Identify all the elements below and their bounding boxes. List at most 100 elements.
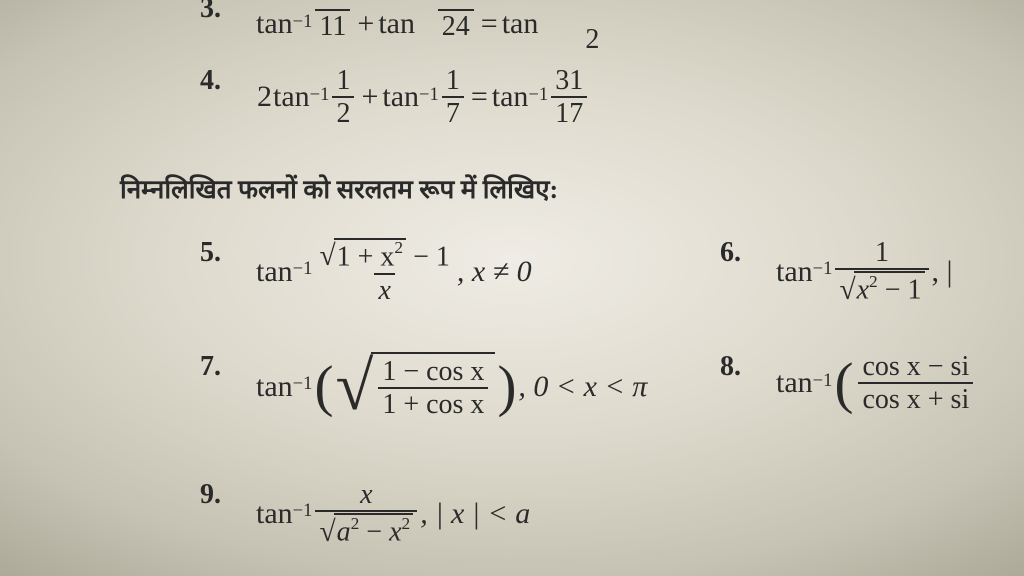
sqrt-outer: √ x2 − 1 <box>839 271 924 305</box>
sup-inv: −1 <box>293 13 313 32</box>
fn-tan: tan <box>256 257 293 287</box>
q3-expression: tan−1 11 + tan−1 24 = tan 0 2 <box>256 0 606 55</box>
q7-number: 7. <box>200 352 256 383</box>
frac-1-2: 1 2 <box>332 66 354 129</box>
frac-cos: 1 − cos x 1 + cos x <box>378 357 488 420</box>
frac-num: cos x − si <box>858 352 973 382</box>
frac-x-sqrt: x √ a2 − x2 <box>315 480 417 547</box>
q9-expression: tan−1 x √ a2 − x2 , | x | < a <box>256 480 530 547</box>
eq-op: = <box>477 9 502 39</box>
sqrt-outer: √ 1 + x2 <box>319 238 406 272</box>
frac-num: √ 1 + x2 − 1 <box>315 238 453 273</box>
frac-num: 1 <box>332 66 354 96</box>
q5-expression: tan−1 √ 1 + x2 − 1 x , x ≠ 0 <box>256 238 532 305</box>
sup-inv: −1 <box>293 502 313 521</box>
q9-condition: , | x | < a <box>420 499 530 529</box>
fn-tan: tan <box>382 82 419 112</box>
sqrt-outer: √ a2 − x2 <box>319 513 413 547</box>
question-4: 4. 2 tan−1 1 2 + tan−1 1 7 = tan−1 31 17 <box>200 66 590 129</box>
plus-op: + <box>357 82 382 112</box>
eq-op: = <box>467 82 492 112</box>
q5-condition: , x ≠ 0 <box>457 257 532 287</box>
question-6: 6. tan−1 1 √ x2 − 1 , | <box>720 238 953 305</box>
sup-inv: −1 <box>293 260 313 279</box>
frac-den: 2 <box>581 24 603 54</box>
lparen-icon: ( <box>312 364 335 410</box>
frac-num: 1 − cos x <box>378 357 488 387</box>
question-7: 7. tan−1 ( √ 1 − cos x 1 + cos x ) , 0 <… <box>200 352 647 421</box>
frac-den: 11 <box>315 9 350 41</box>
sqrt-body: 1 + x2 <box>334 238 406 272</box>
instruction-line: निम्नलिखित फलनों को सरलतम रूप में लिखिए: <box>120 170 558 206</box>
frac-den: cos x + si <box>858 382 973 414</box>
radical-icon: √ <box>335 352 373 421</box>
frac-24: 24 <box>438 8 474 41</box>
plus-op: + <box>353 9 378 39</box>
sup-2: 2 <box>869 272 878 291</box>
frac-1-7: 1 7 <box>442 66 464 129</box>
frac-den: x <box>374 273 394 305</box>
tail: − 1 <box>878 275 922 306</box>
page-scan: 3. tan−1 11 + tan−1 24 = tan 0 2 4. <box>0 0 1024 576</box>
q5-number: 5. <box>200 238 256 269</box>
frac-sqrt-x: √ 1 + x2 − 1 x <box>315 238 453 305</box>
frac-den: 17 <box>551 96 587 128</box>
question-8: 8. tan−1 ( cos x − si cos x + si <box>720 352 976 415</box>
question-5: 5. tan−1 √ 1 + x2 − 1 x , x ≠ 0 <box>200 238 532 305</box>
fn-tan: tan <box>776 257 813 287</box>
sup-inv: −1 <box>419 86 439 105</box>
question-3: 3. tan−1 11 + tan−1 24 = tan 0 2 <box>200 0 606 55</box>
q6-condition: , | <box>932 257 953 287</box>
q7-condition: , 0 < x < π <box>518 372 647 402</box>
sqrt-x: x <box>857 275 869 306</box>
frac-cos-sin: cos x − si cos x + si <box>858 352 973 415</box>
q6-expression: tan−1 1 √ x2 − 1 , | <box>776 238 953 305</box>
fn-tan: tan <box>502 9 539 39</box>
sqrt-a: a <box>337 517 351 548</box>
q8-number: 8. <box>720 352 776 383</box>
lparen-icon: ( <box>832 361 855 407</box>
fn-tan: tan <box>256 499 293 529</box>
coef-2: 2 <box>256 82 273 112</box>
frac-11: 11 <box>315 8 350 41</box>
fn-tan: tan <box>776 368 813 398</box>
frac-den: 24 <box>438 9 474 41</box>
tail: − 1 <box>406 241 450 272</box>
sup-inv: −1 <box>813 372 833 391</box>
q7-expression: tan−1 ( √ 1 − cos x 1 + cos x ) , 0 < x … <box>256 352 647 421</box>
frac-den: √ x2 − 1 <box>835 268 928 305</box>
frac-num: x <box>356 480 376 510</box>
question-9: 9. tan−1 x √ a2 − x2 , | x | < a <box>200 480 530 547</box>
fn-tan: tan <box>256 372 293 402</box>
q8-expression: tan−1 ( cos x − si cos x + si <box>776 352 976 415</box>
sup-inv: −1 <box>813 260 833 279</box>
frac-den: 7 <box>442 96 464 128</box>
frac-num: 1 <box>442 66 464 96</box>
sup-2: 2 <box>351 514 360 533</box>
sqrt-inner: 1 + x <box>337 241 395 272</box>
fn-tan: tan <box>378 9 415 39</box>
instruction-text: निम्नलिखित फलनों को सरलतम रूप में लिखिए: <box>120 170 558 206</box>
frac-den: √ a2 − x2 <box>315 510 417 547</box>
sqrt-x: x <box>389 517 401 548</box>
q9-number: 9. <box>200 480 256 511</box>
frac-2: 0 2 <box>581 0 603 55</box>
frac-num: 1 <box>871 238 893 268</box>
q3-number: 3. <box>200 0 256 25</box>
sqrt-body: x2 − 1 <box>854 271 925 305</box>
sup-inv: −1 <box>310 86 330 105</box>
frac-1-sqrt: 1 √ x2 − 1 <box>835 238 928 305</box>
q4-expression: 2 tan−1 1 2 + tan−1 1 7 = tan−1 31 17 <box>256 66 590 129</box>
sup-2: 2 <box>402 514 411 533</box>
frac-num: 31 <box>551 66 587 96</box>
sup-2: 2 <box>394 238 403 257</box>
sup-inv: −1 <box>293 375 313 394</box>
q6-number: 6. <box>720 238 776 269</box>
frac-den: 1 + cos x <box>378 387 488 419</box>
fn-tan: tan <box>492 82 529 112</box>
rparen-icon: ) <box>495 364 518 410</box>
q4-number: 4. <box>200 66 256 97</box>
frac-den: 2 <box>332 96 354 128</box>
frac-31-17: 31 17 <box>551 66 587 129</box>
sqrt-body: 1 − cos x 1 + cos x <box>371 352 495 421</box>
